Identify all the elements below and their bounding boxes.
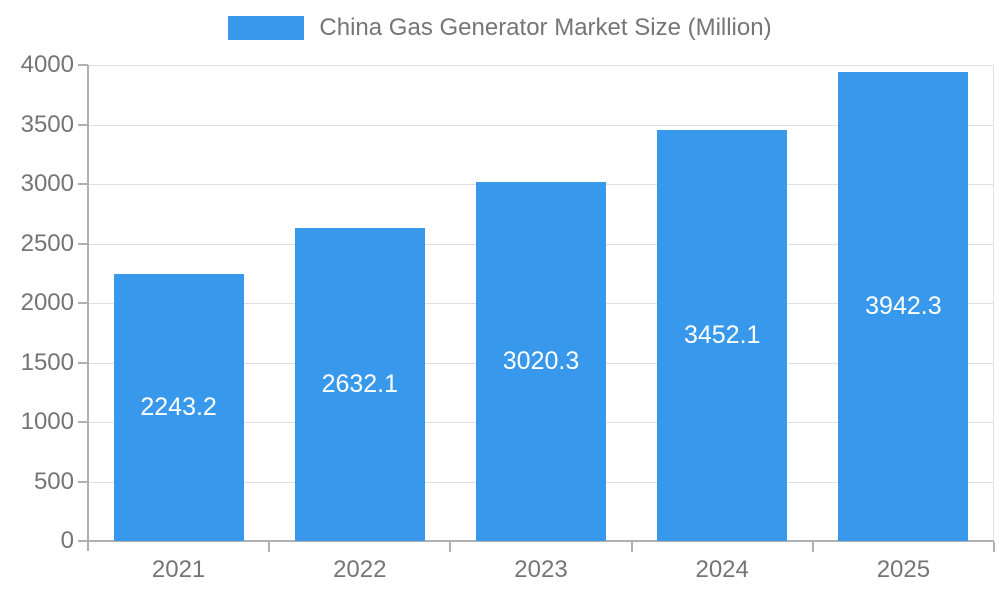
x-axis-tick [993, 542, 995, 552]
x-axis-tick [811, 542, 814, 552]
y-axis-tick [78, 540, 88, 542]
y-axis-tick [78, 123, 88, 126]
x-axis-tick [630, 542, 633, 552]
y-axis-tick-label: 500 [33, 467, 74, 495]
y-axis-tick [78, 64, 88, 66]
y-axis-tick-label: 4000 [20, 51, 74, 78]
bar-2024[interactable]: 3452.1 [657, 130, 788, 541]
x-axis-tick [449, 542, 452, 552]
x-axis-tick [268, 542, 271, 552]
y-axis-tick-label: 3000 [20, 170, 74, 197]
y-axis-tick [78, 361, 88, 364]
x-axis-line [88, 540, 994, 542]
x-axis-label-2021: 2021 [151, 556, 206, 583]
bar-2023[interactable]: 3020.3 [476, 181, 606, 541]
y-axis-tick [78, 242, 88, 245]
y-axis-tick-label: 2000 [20, 289, 74, 316]
x-axis-label-2022: 2022 [333, 556, 387, 583]
x-axis-label-2025: 2025 [876, 556, 931, 583]
bar-2025[interactable]: 3942.3 [838, 71, 969, 541]
y-axis-tick [78, 183, 88, 185]
chart-legend[interactable]: China Gas Generator Market Size (Million… [0, 14, 1000, 42]
bar-2022[interactable]: 2632.1 [294, 227, 425, 541]
y-axis-tick-label: 1000 [20, 408, 74, 435]
bar-2021[interactable]: 2243.2 [113, 274, 244, 541]
y-axis-tick-label: 3500 [20, 110, 74, 138]
x-axis-label-2024: 2024 [695, 556, 749, 583]
bar-value-label: 3942.3 [865, 291, 942, 320]
y-axis-tick [78, 302, 88, 304]
y-axis-line [87, 65, 89, 551]
y-axis-tick [78, 421, 88, 423]
x-axis-label-2023: 2023 [514, 556, 568, 583]
bar-value-label: 2632.1 [321, 369, 399, 398]
y-axis-tick-label: 2500 [20, 229, 74, 257]
y-axis-tick [78, 480, 88, 483]
gridline [88, 65, 994, 66]
bar-value-label: 3020.3 [502, 346, 580, 375]
bar-value-label: 2243.2 [140, 393, 217, 422]
y-axis-tick-label: 0 [60, 527, 74, 554]
bar-value-label: 3452.1 [683, 321, 761, 350]
gridline [88, 124, 994, 126]
legend-swatch [228, 16, 305, 40]
legend-series-label: China Gas Generator Market Size (Million… [319, 14, 772, 41]
y-axis-tick-label: 1500 [20, 348, 74, 376]
